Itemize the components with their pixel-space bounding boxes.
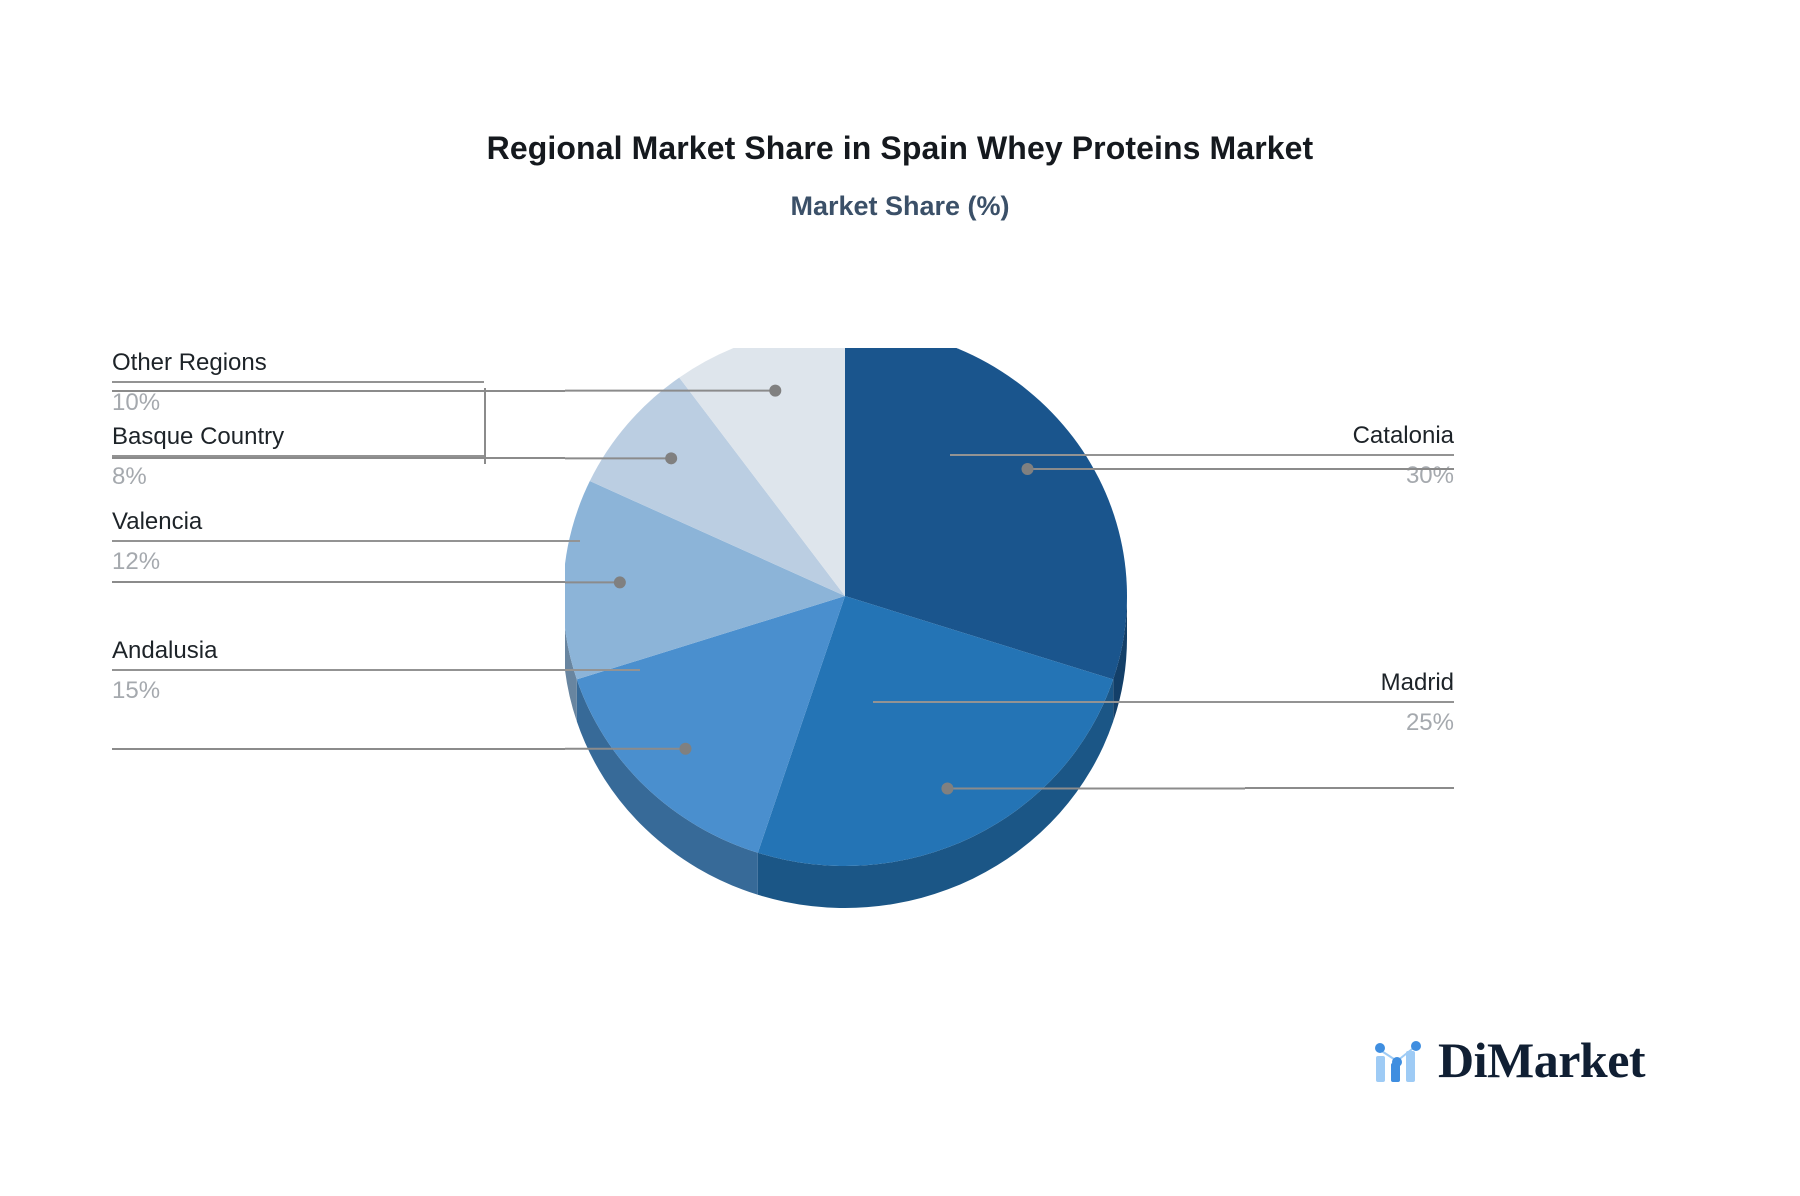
callout-rule xyxy=(873,700,1454,703)
leader-dot xyxy=(679,742,692,755)
pie-slice-andalusia[interactable] xyxy=(576,596,845,853)
callout-label: Catalonia xyxy=(1352,422,1454,449)
leader-connector xyxy=(112,747,565,750)
callout-label: Basque Country xyxy=(112,423,285,450)
pie-top-faces xyxy=(565,348,1127,866)
pie-slice-valencia[interactable] xyxy=(565,481,845,680)
chart-subtitle: Market Share (%) xyxy=(790,191,1010,221)
callout-label: Madrid xyxy=(1380,669,1454,696)
callout-rule xyxy=(950,453,1454,456)
callout-rule xyxy=(112,539,580,542)
brand-logo: DiMarket xyxy=(1372,1032,1646,1088)
callout-catalonia: Catalonia 30% xyxy=(950,423,1454,489)
callout-value: 25% xyxy=(1405,708,1454,736)
pie-leader-lines xyxy=(565,384,1245,795)
leader-dot xyxy=(941,782,954,795)
callout-basque-country: Basque Country 8% xyxy=(112,424,484,490)
pie-chart xyxy=(565,348,1245,948)
callout-value: 30% xyxy=(1405,461,1454,489)
callout-andalusia: Andalusia 15% xyxy=(112,638,640,704)
leader-dot xyxy=(665,452,678,465)
leader-dot xyxy=(769,384,782,397)
pie-slice-basque-country[interactable] xyxy=(589,377,845,596)
leader-dot xyxy=(613,576,626,589)
callout-rule xyxy=(112,454,484,457)
callout-label: Andalusia xyxy=(112,637,218,664)
leader-connector xyxy=(112,389,565,392)
leader-elbow xyxy=(484,388,486,464)
pie-slice-side xyxy=(576,679,758,895)
pie-side-walls xyxy=(565,596,1127,908)
leader-connector xyxy=(1245,468,1454,471)
pie-slice-side xyxy=(1113,596,1127,722)
pie-slice-catalonia[interactable] xyxy=(845,348,1127,680)
pie-slice-other-regions[interactable] xyxy=(679,348,845,596)
callout-value: 15% xyxy=(112,676,161,704)
callout-rule xyxy=(112,380,484,383)
pie-slice-side xyxy=(757,679,1114,908)
callout-madrid: Madrid 25% xyxy=(873,670,1454,736)
callout-valencia: Valencia 12% xyxy=(112,509,580,575)
callout-other-regions: Other Regions 10% xyxy=(112,350,484,416)
callout-label: Valencia xyxy=(112,508,203,535)
callout-value: 8% xyxy=(112,462,147,490)
bar-chart-icon xyxy=(1375,1041,1421,1082)
leader-connector xyxy=(112,581,565,584)
chart-title: Regional Market Share in Spain Whey Prot… xyxy=(486,130,1314,166)
brand-name: DiMarket xyxy=(1438,1032,1646,1088)
pie-chart-svg xyxy=(565,348,1245,908)
callout-value: 10% xyxy=(112,388,161,416)
callout-rule xyxy=(112,668,640,671)
pie-slice-side xyxy=(565,627,577,722)
pie-slice-madrid[interactable] xyxy=(757,596,1114,866)
callout-label: Other Regions xyxy=(112,349,267,376)
leader-connector xyxy=(112,457,565,460)
leader-dot xyxy=(1021,463,1034,476)
callout-value: 12% xyxy=(112,547,161,575)
leader-connector xyxy=(1245,787,1454,790)
